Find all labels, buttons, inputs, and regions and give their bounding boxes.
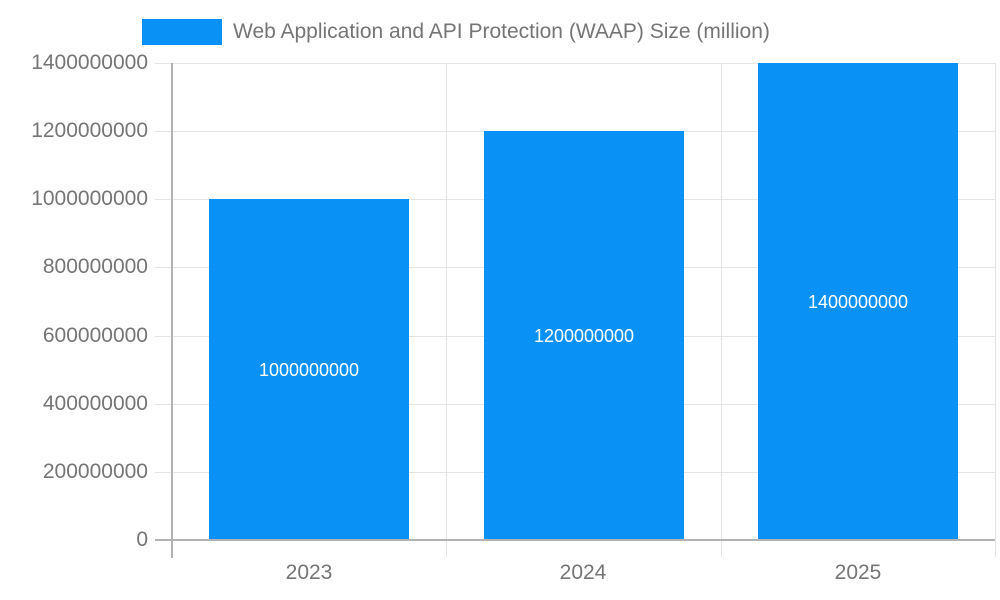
gridline [155,63,995,64]
bar-2024[interactable] [484,131,684,540]
legend: Web Application and API Protection (WAAP… [142,19,770,45]
bar-value-label: 1400000000 [807,292,909,312]
category-separator [721,63,722,557]
legend-swatch [142,19,222,45]
y-axis-tick-label: 200000000 [42,460,148,483]
category-separator [446,63,447,557]
bar-value-label: 1200000000 [533,326,635,346]
y-axis-tick-label: 800000000 [42,255,148,278]
y-axis-tick-label: 600000000 [42,324,148,347]
x-axis-tick-label: 2025 [834,561,882,584]
y-axis-tick-label: 0 [136,528,148,551]
bar-2023[interactable] [209,199,409,540]
bar-value-label: 1000000000 [258,360,360,380]
y-axis-tick-label: 1400000000 [31,51,148,74]
y-axis-tick-label: 1200000000 [31,119,148,142]
x-axis-tick-label: 2024 [559,561,607,584]
legend-label: Web Application and API Protection (WAAP… [233,20,770,43]
x-axis-tick-label: 2023 [285,561,333,584]
y-axis-tick-label: 400000000 [42,392,148,415]
y-axis-line [171,63,173,558]
bar-2025[interactable] [758,63,958,540]
x-axis-line [155,539,995,541]
plot-right-border [995,63,996,557]
y-axis-tick-label: 1000000000 [31,187,148,210]
